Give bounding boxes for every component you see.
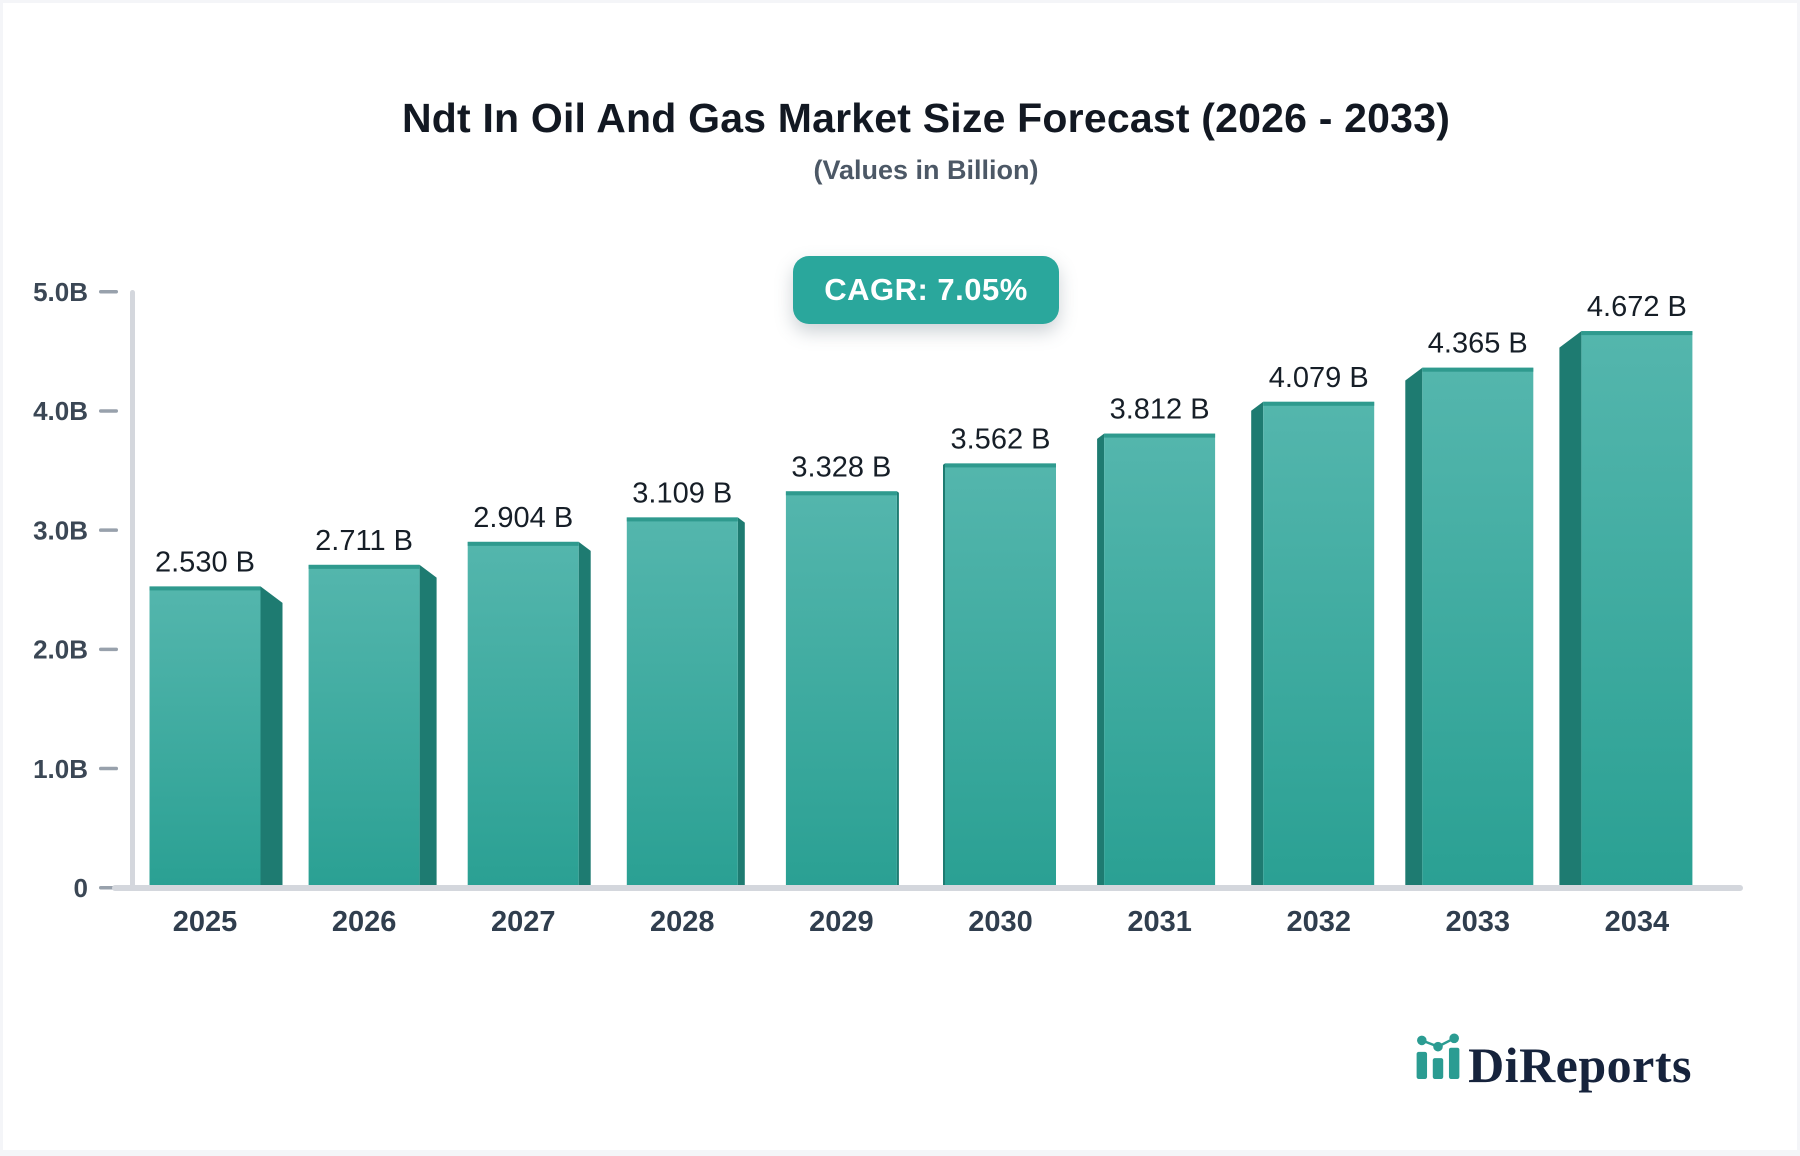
x-tick-label-2031: 2031 xyxy=(1127,906,1192,938)
x-tick-label-2033: 2033 xyxy=(1446,906,1511,938)
chart-title: Ndt In Oil And Gas Market Size Forecast … xyxy=(401,95,1451,141)
bar-top-edge-2029 xyxy=(785,491,897,496)
chart-card: Ndt In Oil And Gas Market Size Forecast … xyxy=(3,3,1797,1150)
bar-2027 xyxy=(467,541,579,888)
y-axis-line xyxy=(130,290,135,890)
bar-side-2031 xyxy=(1097,433,1105,888)
y-tick-mark-4.0B xyxy=(99,409,118,413)
value-label-2029: 3.328 B xyxy=(791,451,891,483)
value-label-2033: 4.365 B xyxy=(1428,328,1528,360)
bar-top-edge-2025 xyxy=(149,586,261,591)
bar-2025 xyxy=(149,586,261,888)
value-label-2027: 2.904 B xyxy=(473,502,573,534)
x-tick-label-2029: 2029 xyxy=(809,906,874,938)
value-label-2034: 4.672 B xyxy=(1587,291,1687,323)
bar-top-edge-2034 xyxy=(1581,331,1693,336)
bar-2029 xyxy=(785,491,897,888)
bar-side-2026 xyxy=(419,564,437,888)
bar-2031 xyxy=(1104,433,1216,888)
bar-2028 xyxy=(626,517,738,888)
bar-2032 xyxy=(1263,401,1375,888)
x-tick-label-2027: 2027 xyxy=(491,906,556,938)
x-tick-label-2028: 2028 xyxy=(650,906,715,938)
bar-side-2030 xyxy=(943,463,945,888)
x-tick-label-2032: 2032 xyxy=(1286,906,1351,938)
bar-side-2029 xyxy=(896,491,899,888)
bar-top-edge-2031 xyxy=(1104,433,1216,438)
bar-2030 xyxy=(945,463,1056,888)
x-tick-label-2025: 2025 xyxy=(173,906,238,938)
value-label-2032: 4.079 B xyxy=(1269,362,1369,394)
bar-top-edge-2032 xyxy=(1263,401,1375,406)
bar-side-2034 xyxy=(1559,331,1582,888)
chart-subtitle: (Values in Billion) xyxy=(813,155,1039,186)
x-axis-line xyxy=(112,885,1743,891)
bar-side-2027 xyxy=(578,541,591,888)
y-tick-label-0: 0 xyxy=(74,873,88,903)
value-label-2030: 3.562 B xyxy=(951,423,1051,455)
mini-bar-chart-trend-icon xyxy=(1416,1033,1460,1079)
y-tick-mark-5.0B xyxy=(99,290,118,294)
bar-top-edge-2028 xyxy=(626,517,738,522)
cagr-badge-wrap: CAGR: 7.05% xyxy=(3,256,1797,324)
bar-side-2025 xyxy=(260,586,283,888)
y-tick-mark-2.0B xyxy=(99,647,118,652)
value-label-2026: 2.711 B xyxy=(315,525,413,557)
value-label-2031: 3.812 B xyxy=(1110,394,1210,426)
y-tick-label-4.0B: 4.0B xyxy=(33,396,88,426)
x-tick-label-2034: 2034 xyxy=(1605,906,1670,938)
bar-2026 xyxy=(308,564,420,888)
y-tick-mark-3.0B xyxy=(99,528,118,532)
y-tick-label-1.0B: 1.0B xyxy=(33,754,88,784)
bar-top-edge-2027 xyxy=(467,541,579,546)
y-tick-label-2.0B: 2.0B xyxy=(33,635,88,665)
y-tick-mark-1.0B xyxy=(99,766,118,771)
y-tick-label-5.0B: 5.0B xyxy=(33,277,88,307)
y-tick-label-3.0B: 3.0B xyxy=(33,515,88,545)
bar-2033 xyxy=(1422,367,1534,888)
bar-side-2032 xyxy=(1251,401,1264,888)
x-tick-label-2030: 2030 xyxy=(968,906,1033,938)
direports-logo: DiReports xyxy=(1415,1031,1692,1090)
logo-text: DiReports xyxy=(1468,1037,1692,1093)
bar-side-2033 xyxy=(1405,367,1423,888)
bar-top-edge-2033 xyxy=(1422,367,1534,372)
bar-top-edge-2026 xyxy=(308,564,420,569)
x-tick-label-2026: 2026 xyxy=(332,906,397,938)
value-label-2025: 2.530 B xyxy=(155,546,255,578)
chart-header: Ndt In Oil And Gas Market Size Forecast … xyxy=(3,95,1797,186)
value-label-2028: 3.109 B xyxy=(632,477,732,509)
cagr-badge: CAGR: 7.05% xyxy=(793,256,1059,324)
bar-side-2028 xyxy=(737,517,745,888)
bar-top-edge-2030 xyxy=(945,463,1056,468)
bar-2034 xyxy=(1581,331,1693,888)
